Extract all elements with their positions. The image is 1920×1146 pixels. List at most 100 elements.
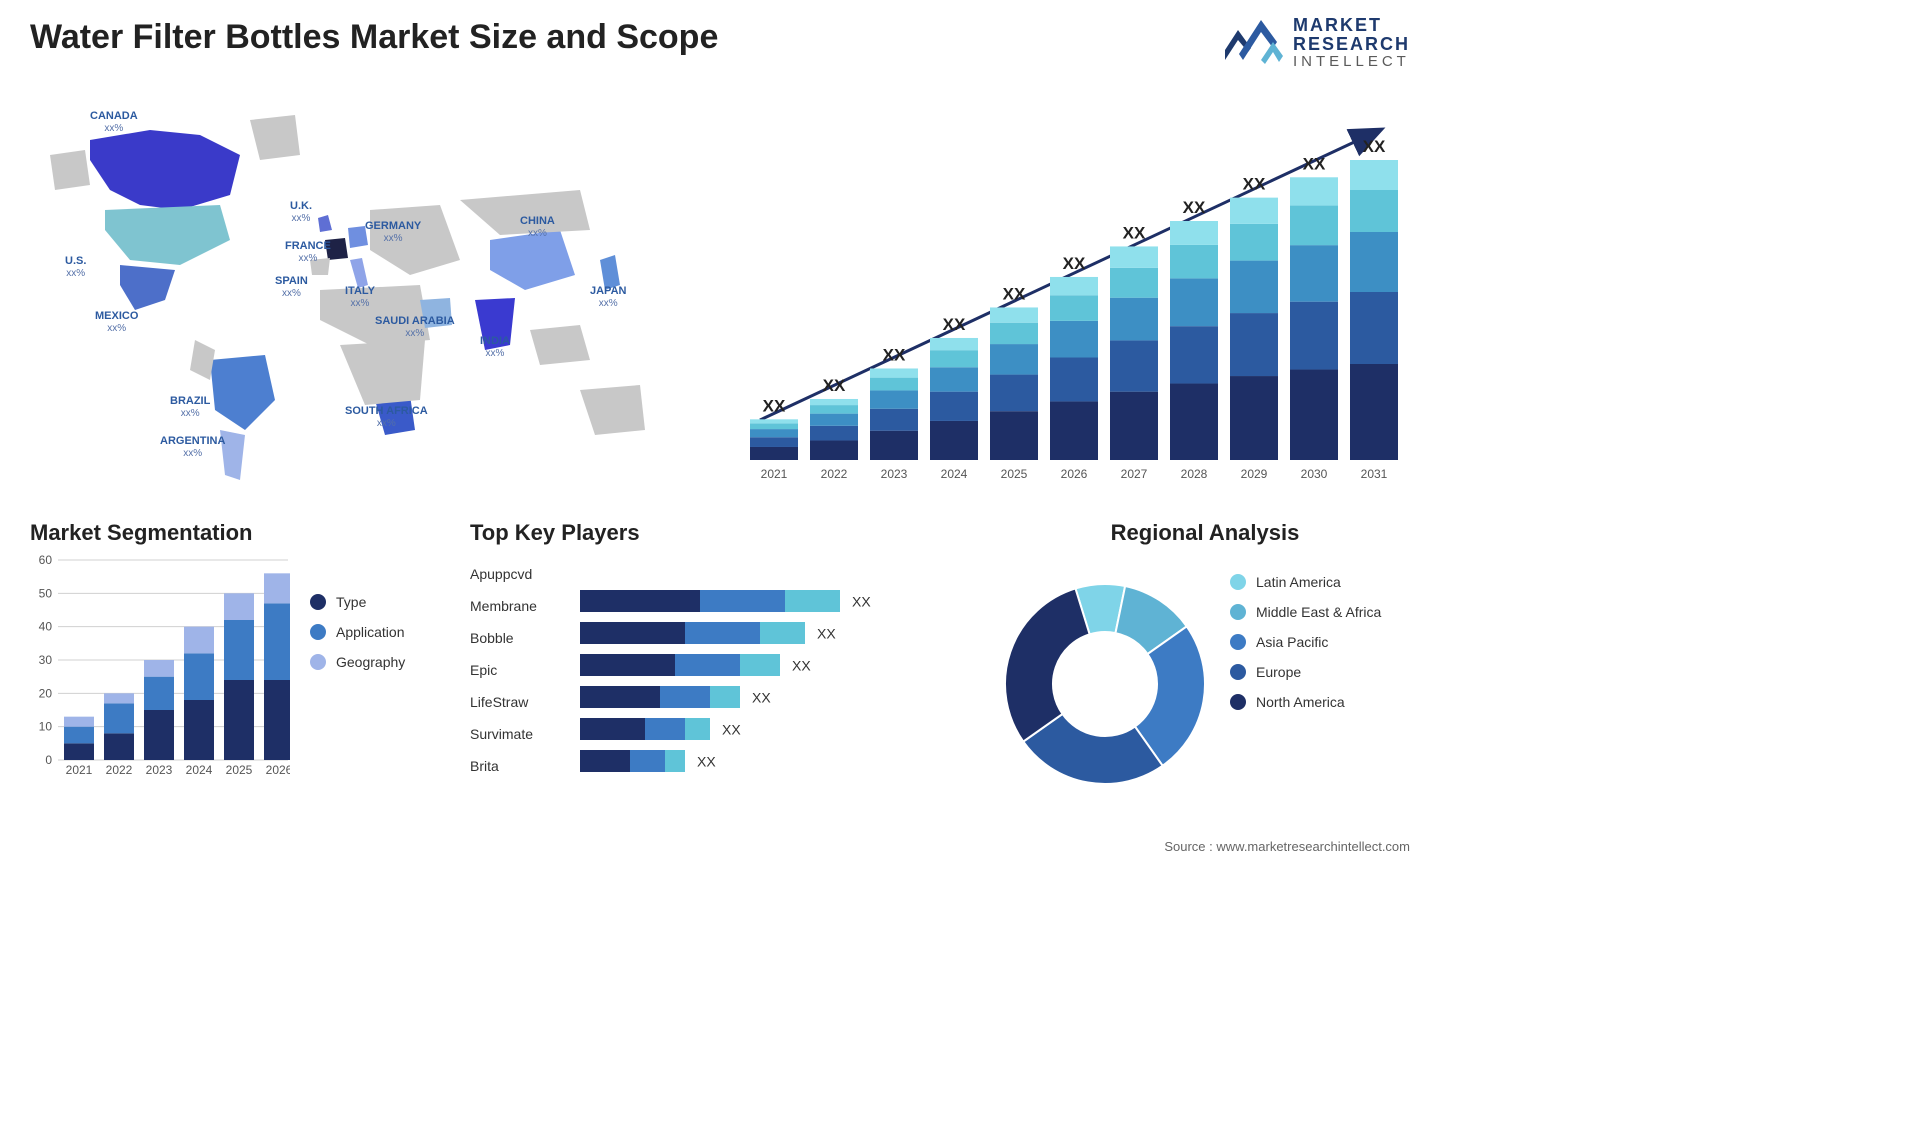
map-label-saudi-arabia: SAUDI ARABIAxx% xyxy=(375,315,455,340)
main-bar-label-2028: XX xyxy=(1183,198,1206,217)
players-panel: Top Key Players ApuppcvdMembraneBobbleEp… xyxy=(470,520,970,800)
player-value-Membrane: XX xyxy=(852,594,871,610)
map-country-na-us xyxy=(105,205,230,265)
regional-donut xyxy=(990,554,1220,784)
seg-bar-2022-s0 xyxy=(104,733,134,760)
seg-bar-2021-s0 xyxy=(64,743,94,760)
main-bar-2022-seg1 xyxy=(810,426,858,441)
main-bar-2022-seg2 xyxy=(810,414,858,426)
seg-bar-2024-s0 xyxy=(184,700,214,760)
segmentation-legend: TypeApplicationGeography xyxy=(310,554,405,784)
main-bar-2030-seg4 xyxy=(1290,177,1338,205)
segmentation-panel: Market Segmentation 01020304050602021202… xyxy=(30,520,450,800)
main-bar-2023-seg0 xyxy=(870,431,918,460)
seg-ytick-0: 0 xyxy=(45,753,52,767)
main-bar-2026-seg0 xyxy=(1050,401,1098,460)
map-label-argentina: ARGENTINAxx% xyxy=(160,435,225,460)
seg-legend-application: Application xyxy=(310,624,405,640)
seg-xlabel-2023: 2023 xyxy=(146,763,173,777)
main-bar-label-2021: XX xyxy=(763,396,786,415)
main-bar-year-2031: 2031 xyxy=(1361,467,1388,480)
main-bar-2030-seg3 xyxy=(1290,206,1338,246)
map-label-mexico: MEXICOxx% xyxy=(95,310,138,335)
regional-panel: Regional Analysis Latin America Middle Ea… xyxy=(990,520,1420,800)
regional-legend-middle-east-africa: Middle East & Africa xyxy=(1230,604,1381,620)
map-label-spain: SPAINxx% xyxy=(275,275,308,300)
player-bar-Survimate-s2 xyxy=(685,718,710,740)
logo-mark-icon xyxy=(1223,20,1283,66)
main-bar-2028-seg2 xyxy=(1170,278,1218,326)
main-bar-label-2022: XX xyxy=(823,376,846,395)
map-label-germany: GERMANYxx% xyxy=(365,220,421,245)
player-bar-Brita-s0 xyxy=(580,750,630,772)
main-bar-label-2027: XX xyxy=(1123,223,1146,242)
main-bar-2031-seg0 xyxy=(1350,364,1398,460)
regional-legend-europe: Europe xyxy=(1230,664,1381,680)
players-labels: ApuppcvdMembraneBobbleEpicLifeStrawSurvi… xyxy=(470,554,580,784)
main-bar-label-2024: XX xyxy=(943,315,966,334)
main-bar-2021-seg0 xyxy=(750,447,798,460)
main-bar-year-2024: 2024 xyxy=(941,467,968,480)
regional-title: Regional Analysis xyxy=(990,520,1420,546)
seg-ytick-30: 30 xyxy=(39,653,53,667)
map-label-south-africa: SOUTH AFRICAxx% xyxy=(345,405,428,430)
regional-legend: Latin America Middle East & Africa Asia Pa… xyxy=(1230,554,1381,784)
map-country-au xyxy=(580,385,645,435)
main-bar-year-2027: 2027 xyxy=(1121,467,1148,480)
regional-legend-latin-america: Latin America xyxy=(1230,574,1381,590)
regional-legend-asia-pacific: Asia Pacific xyxy=(1230,634,1381,650)
main-bar-year-2028: 2028 xyxy=(1181,467,1208,480)
main-bar-2024-seg0 xyxy=(930,421,978,460)
player-value-Brita: XX xyxy=(697,754,716,770)
main-bar-label-2031: XX xyxy=(1363,137,1386,156)
seg-bar-2022-s1 xyxy=(104,703,134,733)
main-bar-2024-seg3 xyxy=(930,350,978,367)
seg-xlabel-2024: 2024 xyxy=(186,763,213,777)
player-label-epic: Epic xyxy=(470,654,580,686)
main-bar-2025-seg0 xyxy=(990,411,1038,460)
main-bar-label-2026: XX xyxy=(1063,254,1086,273)
player-bar-LifeStraw-s0 xyxy=(580,686,660,708)
player-label-bobble: Bobble xyxy=(470,622,580,654)
player-bar-Membrane-s1 xyxy=(700,590,785,612)
main-bar-2023-seg1 xyxy=(870,409,918,431)
seg-ytick-60: 60 xyxy=(39,554,53,567)
main-bar-2027-seg2 xyxy=(1110,298,1158,341)
seg-bar-2025-s0 xyxy=(224,680,254,760)
main-bar-year-2026: 2026 xyxy=(1061,467,1088,480)
map-country-sa-brazil xyxy=(210,355,275,430)
map-country-sa-other xyxy=(190,340,215,380)
player-bar-Bobble-s1 xyxy=(685,622,760,644)
seg-bar-2024-s1 xyxy=(184,653,214,700)
seg-legend-geography: Geography xyxy=(310,654,405,670)
player-label-survimate: Survimate xyxy=(470,718,580,750)
main-bar-year-2025: 2025 xyxy=(1001,467,1028,480)
logo-line2: RESEARCH xyxy=(1293,35,1410,54)
player-bar-Epic-s0 xyxy=(580,654,675,676)
main-bar-2023-seg3 xyxy=(870,378,918,391)
players-chart: XXXXXXXXXXXX xyxy=(580,554,940,784)
seg-ytick-40: 40 xyxy=(39,620,53,634)
map-label-india: INDIAxx% xyxy=(480,335,510,360)
main-bar-year-2030: 2030 xyxy=(1301,467,1328,480)
player-bar-Membrane-s0 xyxy=(580,590,700,612)
seg-ytick-20: 20 xyxy=(39,686,53,700)
main-bar-2021-seg2 xyxy=(750,429,798,437)
players-title: Top Key Players xyxy=(470,520,970,546)
logo-text: MARKET RESEARCH INTELLECT xyxy=(1293,16,1410,70)
seg-xlabel-2022: 2022 xyxy=(106,763,133,777)
donut-slice-north-america xyxy=(1005,588,1090,741)
main-bar-2031-seg3 xyxy=(1350,190,1398,232)
map-country-greenland xyxy=(250,115,300,160)
player-value-Epic: XX xyxy=(792,658,811,674)
main-bar-2026-seg4 xyxy=(1050,277,1098,295)
main-bar-2021-seg3 xyxy=(750,423,798,429)
map-country-eu-italy xyxy=(350,258,368,288)
main-bar-2028-seg3 xyxy=(1170,245,1218,278)
seg-bar-2025-s2 xyxy=(224,593,254,620)
logo: MARKET RESEARCH INTELLECT xyxy=(1223,16,1410,70)
segmentation-title: Market Segmentation xyxy=(30,520,450,546)
main-bar-2031-seg2 xyxy=(1350,232,1398,292)
main-bar-2030-seg0 xyxy=(1290,370,1338,460)
map-label-brazil: BRAZILxx% xyxy=(170,395,210,420)
